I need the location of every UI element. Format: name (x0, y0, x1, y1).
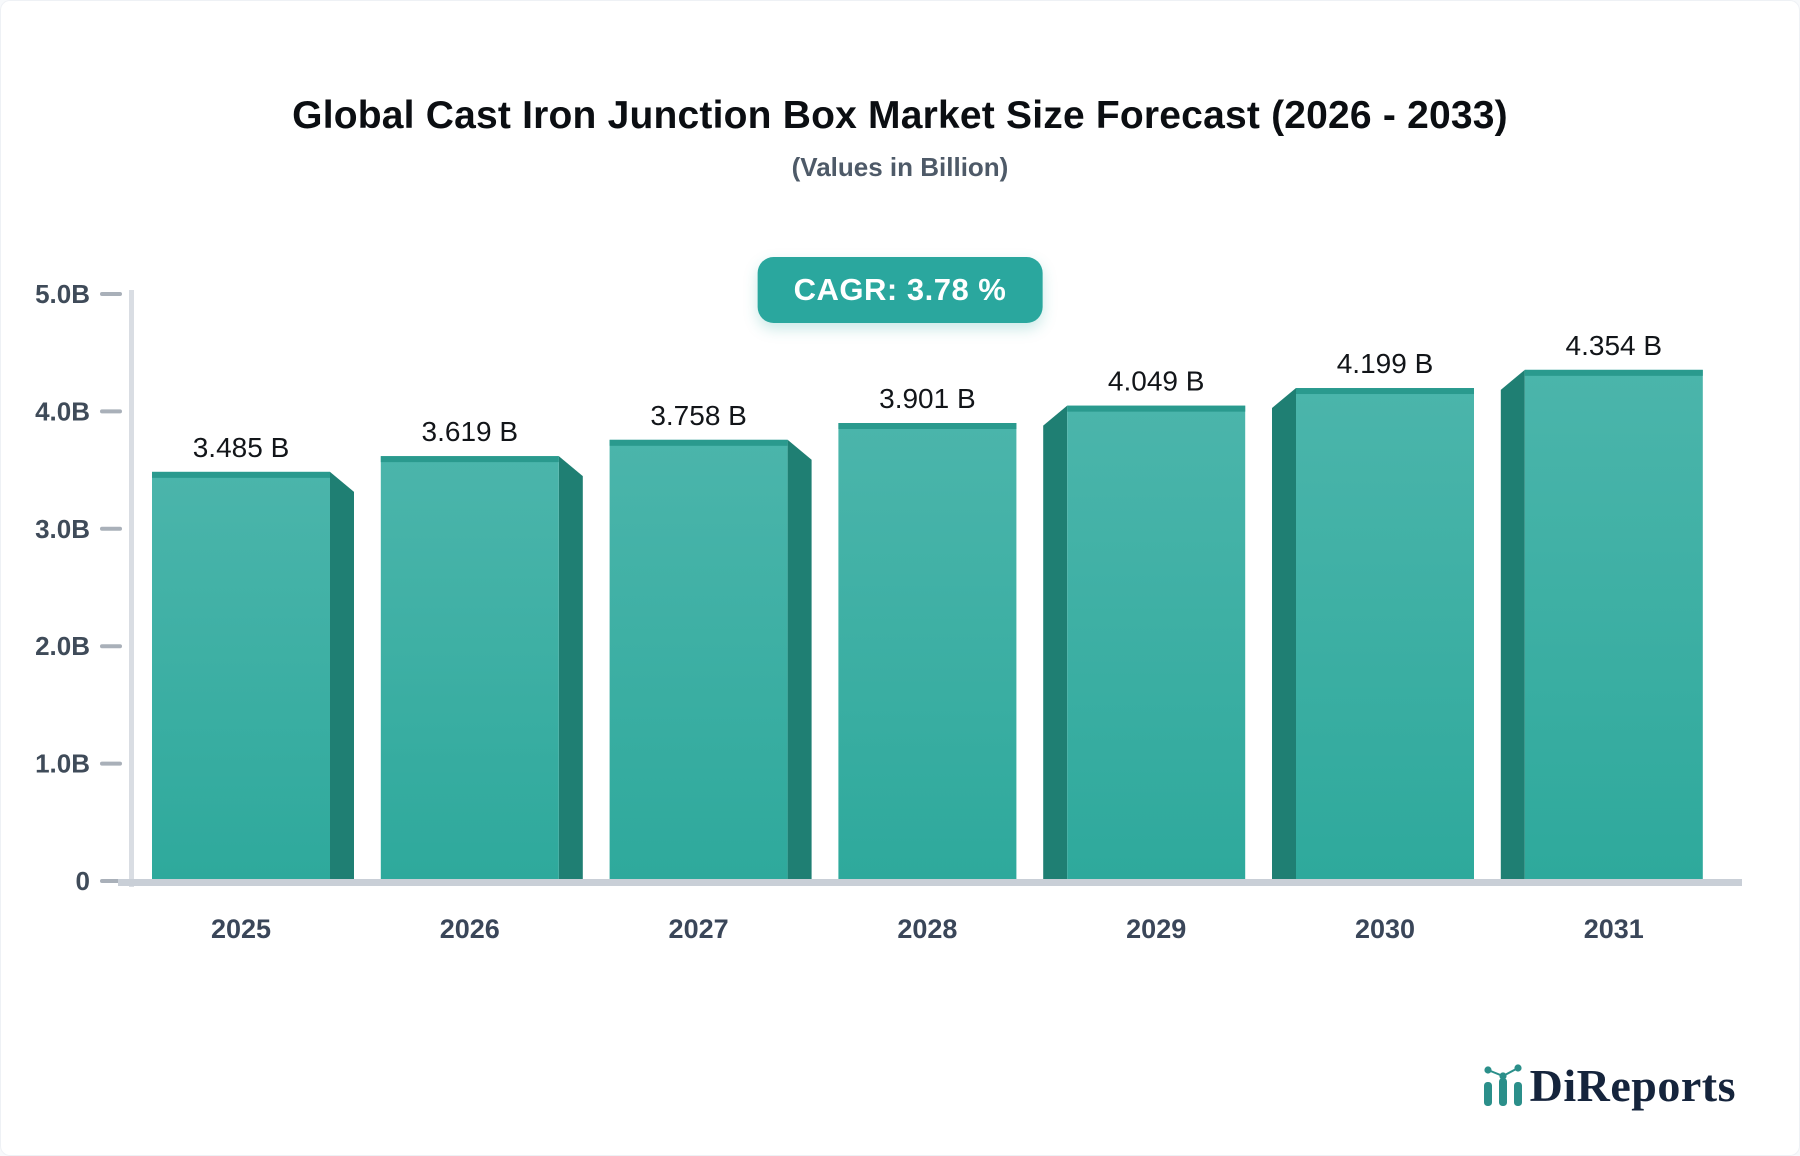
bar-top-edge (609, 439, 788, 446)
bar-value-label: 4.049 B (1108, 366, 1205, 397)
bar-2030: 4.199 B (1272, 348, 1474, 881)
bar-front-face (1296, 388, 1474, 881)
bar-top-edge (380, 456, 559, 463)
logo-text: DiReports (1529, 1060, 1736, 1112)
bar-2026: 3.619 B (380, 416, 583, 881)
chart-title: Global Cast Iron Junction Box Market Siz… (292, 94, 1508, 137)
y-axis-label: 0 (76, 866, 90, 896)
bar-top-edge (1524, 369, 1703, 376)
bar-2031: 4.354 B (1500, 330, 1703, 881)
x-axis-line (118, 879, 1742, 886)
cagr-badge-label: CAGR: 3.78 % (793, 272, 1007, 307)
bar-side-face (1500, 369, 1525, 881)
y-axis-label: 1.0B (35, 749, 90, 779)
bar-front-face (609, 439, 788, 881)
bar-value-label: 3.485 B (193, 432, 290, 463)
bar-chart-trend-icon (1483, 1064, 1522, 1106)
bar-front-face (380, 456, 559, 881)
bar-side-face (787, 439, 812, 881)
bar-value-label: 4.199 B (1337, 348, 1434, 379)
chart-subtitle: (Values in Billion) (791, 152, 1009, 182)
bar-side-face (558, 456, 583, 881)
x-axis-label: 2028 (897, 914, 957, 944)
x-axis-label: 2026 (440, 914, 500, 944)
y-axis-tick (100, 526, 122, 531)
bar-value-label: 4.354 B (1566, 330, 1663, 361)
x-axis-label: 2025 (211, 914, 271, 944)
bar-top-edge (1067, 405, 1246, 412)
y-axis-tick (100, 292, 122, 296)
y-axis-label: 5.0B (35, 279, 90, 309)
bar-side-face (1272, 388, 1296, 881)
y-axis-tick (100, 879, 122, 883)
y-axis-label: 2.0B (35, 631, 90, 661)
y-axis-tick (100, 761, 122, 766)
bar-2028: 3.901 B (838, 383, 1017, 881)
x-axis-label: 2030 (1355, 914, 1415, 944)
bar-front-face (152, 471, 330, 881)
bar-2027: 3.758 B (609, 400, 812, 881)
bar-top-edge (838, 423, 1017, 430)
x-axis-label: 2029 (1126, 914, 1186, 944)
bar-2029: 4.049 B (1043, 366, 1246, 881)
bar-side-face (1043, 405, 1068, 881)
bar-top-edge (1296, 388, 1474, 395)
y-axis-line (129, 290, 134, 887)
bar-value-label: 3.758 B (650, 400, 747, 431)
cagr-badge: CAGR: 3.78 % (757, 257, 1043, 323)
y-axis-label: 4.0B (35, 396, 90, 426)
y-axis-label: 3.0B (35, 514, 90, 544)
x-axis-label: 2031 (1584, 914, 1644, 944)
y-axis-tick (100, 644, 122, 649)
direports-logo: DiReports (1483, 1060, 1736, 1112)
bar-front-face (838, 423, 1017, 881)
bar-top-edge (152, 471, 330, 478)
bar-front-face (1067, 405, 1246, 881)
bar-front-face (1524, 369, 1703, 881)
x-axis-label: 2027 (669, 914, 729, 944)
bar-2025: 3.485 B (152, 432, 354, 881)
chart-header: Global Cast Iron Junction Box Market Siz… (0, 94, 1800, 183)
bar-value-label: 3.619 B (422, 416, 519, 447)
y-axis-tick (100, 409, 122, 414)
bar-side-face (330, 471, 354, 881)
bar-value-label: 3.901 B (879, 383, 976, 414)
